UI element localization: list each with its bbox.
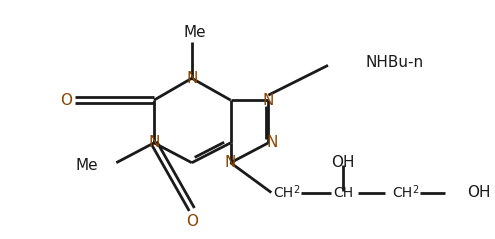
- Text: CH: CH: [393, 185, 413, 200]
- Text: N: N: [186, 71, 198, 86]
- Text: CH: CH: [333, 185, 353, 200]
- Text: N: N: [148, 135, 160, 150]
- Text: 2: 2: [412, 185, 419, 195]
- Text: Me: Me: [184, 25, 206, 40]
- Text: OH: OH: [467, 185, 491, 200]
- Text: N: N: [263, 93, 274, 108]
- Text: 2: 2: [293, 185, 299, 195]
- Text: OH: OH: [331, 155, 354, 170]
- Text: O: O: [60, 93, 73, 108]
- Text: NHBu-n: NHBu-n: [366, 55, 424, 70]
- Text: O: O: [186, 214, 198, 229]
- Text: Me: Me: [76, 158, 99, 173]
- Text: N: N: [225, 155, 236, 170]
- Text: CH: CH: [273, 185, 294, 200]
- Text: N: N: [267, 135, 278, 150]
